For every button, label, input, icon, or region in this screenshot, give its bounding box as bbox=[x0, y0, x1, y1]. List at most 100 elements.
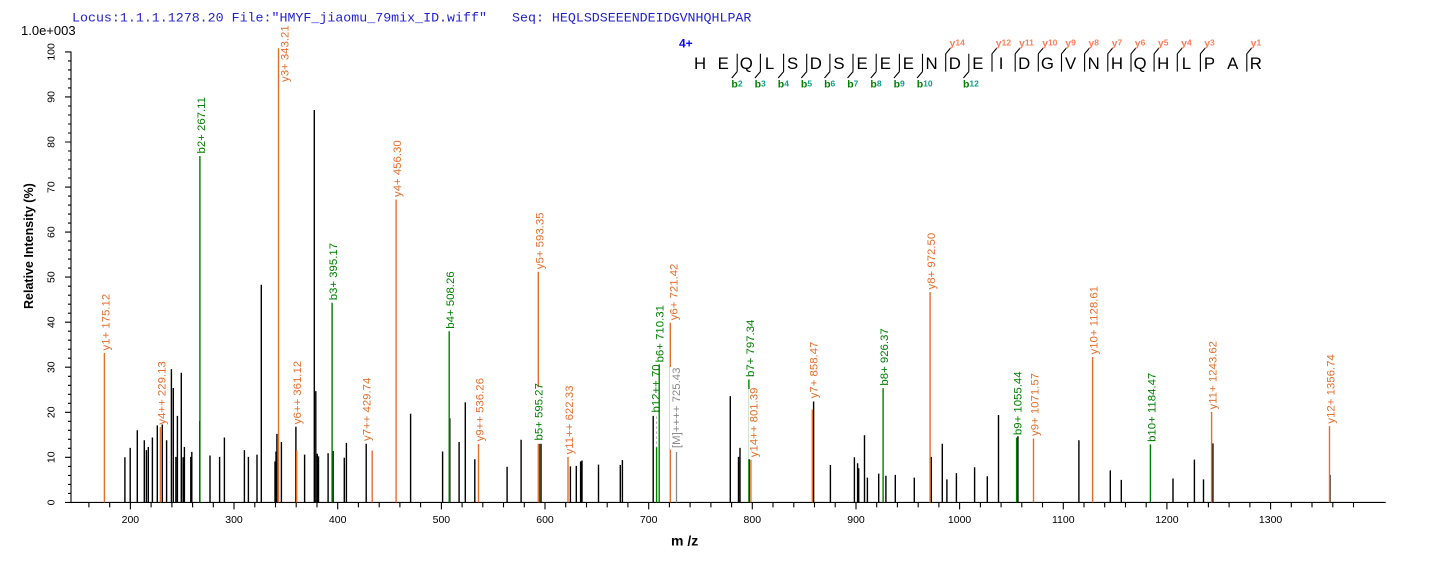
svg-text:y4++ 229.13: y4++ 229.13 bbox=[156, 361, 168, 424]
svg-text:1300: 1300 bbox=[1259, 514, 1283, 526]
svg-text:P: P bbox=[1204, 54, 1215, 73]
svg-text:[M]++++ 725.43: [M]++++ 725.43 bbox=[671, 368, 683, 448]
svg-text:D: D bbox=[949, 54, 961, 73]
svg-text:A: A bbox=[1227, 54, 1239, 73]
svg-text:300: 300 bbox=[225, 514, 243, 526]
svg-text:y3: y3 bbox=[1204, 38, 1215, 50]
svg-text:1000: 1000 bbox=[948, 514, 972, 526]
svg-text:S: S bbox=[833, 54, 844, 73]
svg-text:Seq: HEQLSDSEEENDEIDGVNHQHLPAR: Seq: HEQLSDSEEENDEIDGVNHQHLPAR bbox=[512, 11, 751, 26]
svg-text:b2: b2 bbox=[731, 79, 742, 91]
svg-text:1100: 1100 bbox=[1052, 514, 1075, 526]
svg-text:600: 600 bbox=[536, 514, 554, 526]
svg-text:b4+ 508.26: b4+ 508.26 bbox=[445, 271, 457, 328]
svg-text:D: D bbox=[1018, 54, 1030, 73]
svg-text:b8+ 926.37: b8+ 926.37 bbox=[879, 328, 891, 385]
svg-text:b5+ 595.27: b5+ 595.27 bbox=[534, 383, 546, 440]
svg-text:y8+ 972.50: y8+ 972.50 bbox=[926, 233, 938, 290]
svg-text:b7: b7 bbox=[847, 79, 858, 91]
svg-text:y5: y5 bbox=[1158, 38, 1169, 50]
svg-text:b6+ 710.31: b6+ 710.31 bbox=[655, 305, 667, 362]
svg-text:I: I bbox=[999, 54, 1004, 73]
svg-text:b4: b4 bbox=[778, 79, 789, 91]
svg-text:E: E bbox=[856, 54, 867, 73]
svg-text:b6: b6 bbox=[824, 79, 835, 91]
svg-text:y10: y10 bbox=[1042, 38, 1058, 50]
svg-text:20: 20 bbox=[46, 406, 58, 418]
svg-text:y4: y4 bbox=[1181, 38, 1192, 50]
svg-text:N: N bbox=[1088, 54, 1100, 73]
svg-text:N: N bbox=[926, 54, 938, 73]
svg-text:400: 400 bbox=[329, 514, 347, 526]
svg-text:y11++ 622.33: y11++ 622.33 bbox=[564, 386, 576, 455]
svg-text:800: 800 bbox=[744, 514, 762, 526]
svg-text:b12: b12 bbox=[963, 79, 979, 91]
svg-text:D: D bbox=[810, 54, 822, 73]
svg-text:y6: y6 bbox=[1135, 38, 1146, 50]
svg-text:Relative Intensity (%): Relative Intensity (%) bbox=[22, 183, 36, 309]
svg-text:E: E bbox=[718, 54, 729, 73]
svg-text:y6+ 721.42: y6+ 721.42 bbox=[668, 264, 680, 321]
svg-text:700: 700 bbox=[640, 514, 658, 526]
svg-text:y5+ 593.35: y5+ 593.35 bbox=[534, 213, 546, 270]
svg-text:y4+ 456.30: y4+ 456.30 bbox=[392, 140, 404, 197]
svg-text:80: 80 bbox=[46, 136, 58, 148]
svg-text:m /z: m /z bbox=[671, 533, 698, 549]
svg-text:1.0e+003: 1.0e+003 bbox=[21, 23, 76, 38]
svg-text:y11+ 1243.62: y11+ 1243.62 bbox=[1208, 341, 1220, 410]
svg-text:y1+ 175.12: y1+ 175.12 bbox=[100, 294, 112, 351]
svg-text:L: L bbox=[1182, 54, 1191, 73]
svg-text:H: H bbox=[1157, 54, 1169, 73]
svg-text:L: L bbox=[765, 54, 774, 73]
svg-text:V: V bbox=[1065, 54, 1077, 73]
svg-text:S: S bbox=[787, 54, 798, 73]
svg-text:b10+ 1184.47: b10+ 1184.47 bbox=[1146, 373, 1158, 442]
svg-text:G: G bbox=[1041, 54, 1054, 73]
svg-text:y12: y12 bbox=[996, 38, 1012, 50]
svg-text:0: 0 bbox=[46, 499, 58, 505]
svg-text:70: 70 bbox=[46, 181, 58, 193]
svg-text:y7: y7 bbox=[1112, 38, 1123, 50]
svg-text:b3+ 395.17: b3+ 395.17 bbox=[328, 243, 340, 300]
svg-text:50: 50 bbox=[46, 271, 58, 283]
svg-text:Q: Q bbox=[740, 54, 753, 73]
svg-text:b5: b5 bbox=[801, 79, 812, 91]
svg-text:y10+ 1128.61: y10+ 1128.61 bbox=[1089, 286, 1101, 355]
svg-text:y8: y8 bbox=[1088, 38, 1099, 50]
svg-text:100: 100 bbox=[46, 43, 58, 61]
svg-text:y7+ 858.47: y7+ 858.47 bbox=[808, 342, 820, 399]
svg-text:y9: y9 bbox=[1065, 38, 1076, 50]
svg-text:b9+ 1055.44: b9+ 1055.44 bbox=[1013, 371, 1025, 435]
svg-text:H: H bbox=[1111, 54, 1123, 73]
svg-text:b8: b8 bbox=[870, 79, 881, 91]
svg-text:y9++ 536.26: y9++ 536.26 bbox=[475, 378, 487, 441]
svg-text:y6++ 361.12: y6++ 361.12 bbox=[292, 361, 304, 424]
svg-text:500: 500 bbox=[433, 514, 451, 526]
svg-text:900: 900 bbox=[847, 514, 865, 526]
svg-text:4+: 4+ bbox=[679, 37, 693, 51]
svg-text:b12++ 70: b12++ 70 bbox=[651, 364, 663, 412]
svg-text:b2+ 267.11: b2+ 267.11 bbox=[196, 97, 208, 153]
svg-text:y7++ 429.74: y7++ 429.74 bbox=[362, 378, 374, 441]
svg-text:y1: y1 bbox=[1251, 38, 1262, 50]
svg-text:b10: b10 bbox=[917, 79, 933, 91]
svg-text:E: E bbox=[880, 54, 891, 73]
svg-text:y14++ 801.39: y14++ 801.39 bbox=[748, 388, 760, 458]
svg-text:R: R bbox=[1250, 54, 1262, 73]
svg-text:E: E bbox=[972, 54, 983, 73]
svg-text:Q: Q bbox=[1133, 54, 1146, 73]
svg-text:30: 30 bbox=[46, 361, 58, 373]
svg-text:40: 40 bbox=[46, 316, 58, 328]
svg-text:200: 200 bbox=[122, 514, 140, 526]
svg-text:b3: b3 bbox=[755, 79, 766, 91]
svg-text:Locus:1.1.1.1278.20 File:"HMYF: Locus:1.1.1.1278.20 File:"HMYF_jiaomu_79… bbox=[72, 11, 487, 26]
svg-text:y9+ 1071.57: y9+ 1071.57 bbox=[1030, 373, 1042, 436]
svg-text:y14: y14 bbox=[950, 38, 966, 50]
svg-text:y3+ 343.21: y3+ 343.21 bbox=[280, 25, 292, 82]
svg-text:90: 90 bbox=[46, 91, 58, 103]
svg-text:10: 10 bbox=[46, 451, 58, 463]
svg-text:b9: b9 bbox=[894, 79, 905, 91]
svg-text:E: E bbox=[903, 54, 914, 73]
svg-text:b7+ 797.34: b7+ 797.34 bbox=[745, 320, 757, 377]
svg-text:60: 60 bbox=[46, 226, 58, 238]
